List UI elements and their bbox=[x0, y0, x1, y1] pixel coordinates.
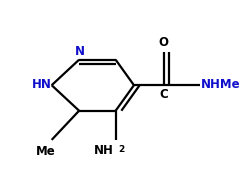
Text: NHMe: NHMe bbox=[201, 78, 241, 91]
Text: N: N bbox=[75, 45, 85, 58]
Text: O: O bbox=[159, 36, 169, 49]
Text: 2: 2 bbox=[118, 145, 124, 154]
Text: Me: Me bbox=[36, 145, 56, 158]
Text: NH: NH bbox=[94, 144, 113, 157]
Text: C: C bbox=[159, 88, 168, 101]
Text: HN: HN bbox=[32, 78, 52, 91]
